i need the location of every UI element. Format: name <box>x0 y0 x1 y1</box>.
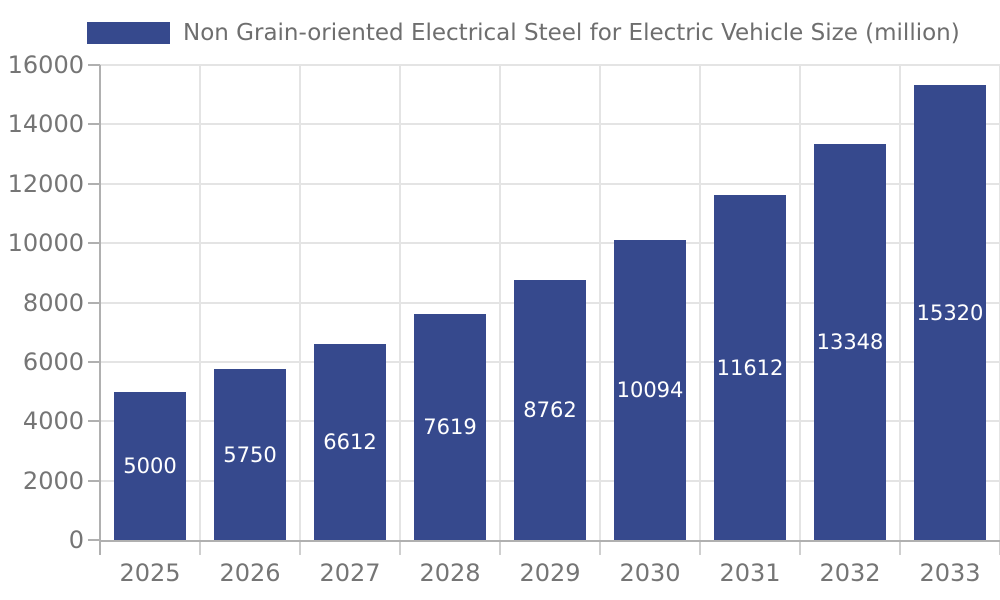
gridline-vertical <box>899 65 901 540</box>
x-axis-line <box>100 540 1000 542</box>
x-tick-mark <box>699 542 701 555</box>
y-tick-mark <box>88 539 100 541</box>
y-tick-mark <box>88 301 100 304</box>
bar-value-label: 5000 <box>123 453 177 478</box>
x-tick-label: 2027 <box>319 559 381 587</box>
y-tick-label: 10000 <box>7 229 84 258</box>
bar-value-label: 15320 <box>916 300 984 325</box>
gridline-vertical <box>699 65 701 540</box>
y-tick-label: 6000 <box>22 347 84 376</box>
y-tick-label: 16000 <box>7 51 84 79</box>
bar-value-label: 13348 <box>816 329 884 354</box>
x-tick-label: 2033 <box>919 559 981 587</box>
y-tick-mark <box>88 420 100 423</box>
gridline-vertical <box>199 65 201 540</box>
x-tick-mark <box>399 542 401 555</box>
gridline-vertical <box>299 65 301 540</box>
gridline-horizontal <box>100 242 1000 245</box>
y-tick-label: 14000 <box>7 110 84 139</box>
x-tick-label: 2032 <box>819 559 881 587</box>
gridline-horizontal <box>100 182 1000 185</box>
y-tick-label: 4000 <box>22 407 84 436</box>
bar <box>814 143 886 540</box>
bar <box>214 369 286 540</box>
x-tick-label: 2025 <box>119 559 181 587</box>
legend-swatch <box>87 22 170 44</box>
y-axis-line <box>99 65 101 555</box>
gridline-horizontal <box>100 64 1000 66</box>
gridline-vertical <box>799 65 801 540</box>
x-tick-label: 2030 <box>619 559 681 587</box>
gridline-vertical <box>399 65 401 540</box>
gridline-vertical <box>499 65 501 540</box>
legend-label: Non Grain-oriented Electrical Steel for … <box>183 20 960 46</box>
x-tick-mark <box>499 542 501 555</box>
bar <box>414 313 486 540</box>
x-tick-label: 2031 <box>719 559 781 587</box>
x-tick-label: 2026 <box>219 559 281 587</box>
x-tick-label: 2028 <box>419 559 481 587</box>
x-tick-mark <box>799 542 801 555</box>
bar-value-label: 6612 <box>323 429 377 454</box>
y-tick-mark <box>88 123 100 126</box>
y-tick-mark <box>88 242 100 245</box>
y-tick-label: 0 <box>68 526 84 554</box>
bar <box>314 343 386 540</box>
x-tick-mark <box>199 542 201 555</box>
bar-value-label: 10094 <box>616 378 684 403</box>
gridline-horizontal <box>100 123 1000 126</box>
bar-value-label: 5750 <box>223 442 277 467</box>
y-tick-mark <box>88 360 100 363</box>
y-tick-label: 8000 <box>22 288 84 317</box>
legend: Non Grain-oriented Electrical Steel for … <box>87 20 960 46</box>
bar <box>614 240 686 540</box>
bar-value-label: 11612 <box>716 355 784 380</box>
y-tick-mark <box>88 479 100 482</box>
x-tick-label: 2029 <box>519 559 581 587</box>
bar <box>114 391 186 540</box>
x-tick-mark <box>599 542 601 555</box>
bar <box>714 195 786 540</box>
bar-value-label: 8762 <box>523 397 577 422</box>
y-tick-mark <box>88 182 100 185</box>
gridline-vertical <box>599 65 601 540</box>
y-tick-mark <box>88 64 100 66</box>
bar-value-label: 7619 <box>423 414 477 439</box>
x-tick-mark <box>899 542 901 555</box>
y-tick-label: 2000 <box>22 466 84 495</box>
bar <box>914 85 986 540</box>
bar <box>514 279 586 540</box>
y-tick-label: 12000 <box>7 169 84 198</box>
x-tick-mark <box>299 542 301 555</box>
